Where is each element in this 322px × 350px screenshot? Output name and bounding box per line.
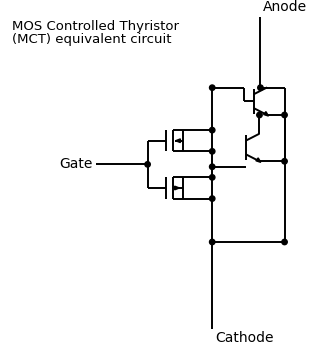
Polygon shape (175, 139, 180, 142)
Circle shape (257, 112, 262, 118)
Circle shape (210, 127, 215, 133)
Circle shape (210, 175, 215, 180)
Text: Anode: Anode (263, 0, 308, 14)
Text: MOS Controlled Thyristor: MOS Controlled Thyristor (12, 20, 179, 33)
Circle shape (210, 149, 215, 154)
Polygon shape (256, 158, 261, 162)
Polygon shape (264, 112, 269, 116)
Circle shape (145, 162, 150, 167)
Circle shape (282, 159, 287, 164)
Polygon shape (175, 186, 179, 190)
Circle shape (258, 85, 263, 90)
Text: Cathode: Cathode (215, 331, 274, 345)
Circle shape (210, 239, 215, 245)
Circle shape (210, 164, 215, 169)
Text: (MCT) equivalent circuit: (MCT) equivalent circuit (12, 33, 171, 46)
Text: Gate: Gate (59, 158, 93, 172)
Circle shape (282, 239, 287, 245)
Circle shape (210, 196, 215, 201)
Circle shape (210, 85, 215, 90)
Circle shape (282, 112, 287, 118)
